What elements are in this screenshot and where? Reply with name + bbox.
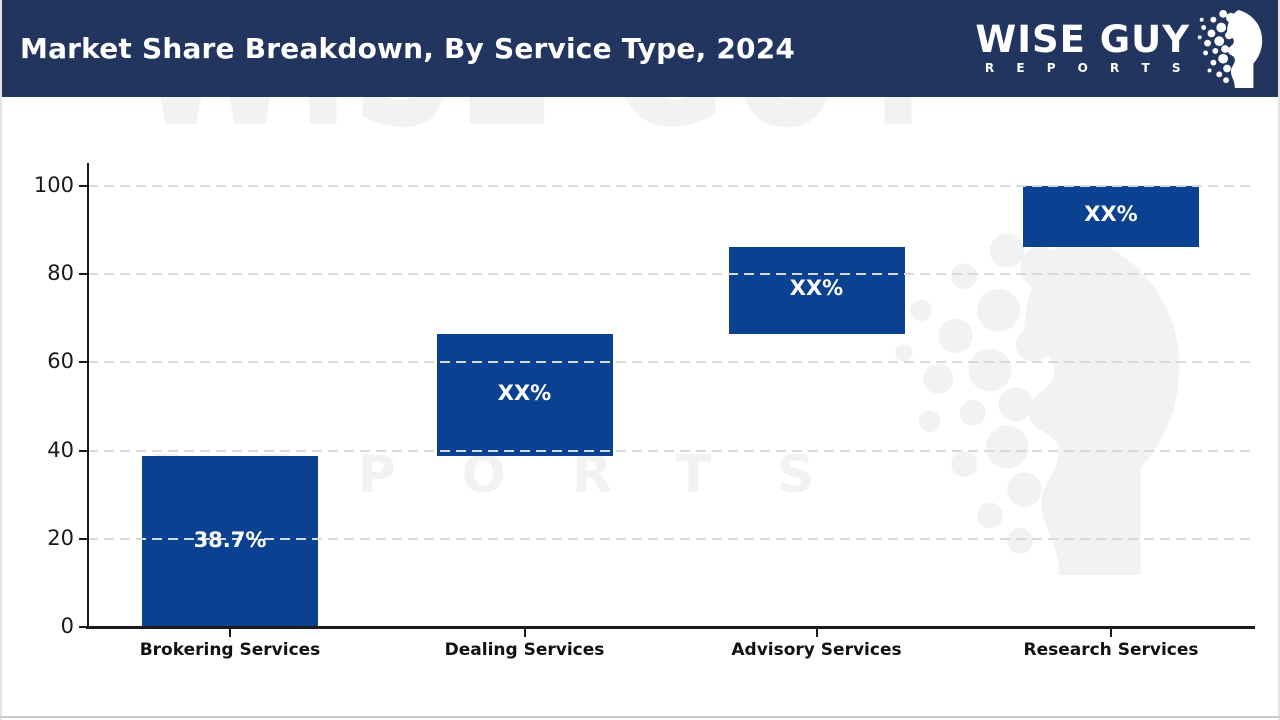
header-bar: Market Share Breakdown, By Service Type,… [0,0,1280,97]
x-axis-line [86,626,1255,629]
y-tick-label: 80 [47,261,74,286]
y-axis-line [87,163,89,628]
watermark-face-icon [895,233,1180,575]
frame-bottom-edge [0,716,1280,718]
x-axis-tick [523,629,526,637]
y-axis-tick [79,273,87,276]
x-category-label: Research Services [1023,640,1199,660]
bar-1 [142,456,318,627]
y-axis-tick [79,361,87,364]
y-axis-tick [79,626,87,628]
logo-subtext: R E P O R T S [984,60,1190,75]
wise-guy-logo: WISE GUY R E P O R T S [975,8,1266,88]
y-axis-tick [79,185,87,187]
gridline-80 [88,273,1255,276]
y-tick-label: 100 [33,173,74,197]
frame-left-edge [0,0,2,720]
y-axis-tick [79,537,87,540]
bar-3 [728,246,905,334]
logo-wordmark: WISE GUY [975,18,1190,62]
x-category-label: Brokering Services [139,640,321,660]
logo-face-icon [1197,9,1263,88]
bar-2 [436,333,613,457]
x-axis-tick [815,629,818,637]
bar-4 [1023,186,1199,247]
x-axis-tick [229,629,231,637]
gridline-60 [88,361,1255,364]
y-tick-label: 20 [47,525,74,550]
page-title: Market Share Breakdown, By Service Type,… [20,32,796,65]
gridline-40 [88,449,1255,452]
y-tick-label: 0 [60,614,74,638]
bar-value-label: XX% [1084,202,1138,227]
y-tick-label: 40 [47,437,74,462]
logo-text: WISE GUY R E P O R T S [975,18,1190,75]
bar-value-label: 38.7% [193,527,267,552]
bar-value-label: XX% [789,276,844,301]
frame-right-edge [1278,0,1280,720]
x-category-label: Advisory Services [731,640,902,660]
y-tick-label: 60 [47,349,74,374]
plot-area: 38.7% Brokering Services XX% Dealing Servic… [0,97,1280,720]
gridline-100 [88,185,1255,187]
x-axis-tick [1110,629,1112,637]
y-axis-tick [79,449,87,452]
x-category-label: Dealing Services [444,640,605,660]
bar-value-label: XX% [497,381,552,406]
gridline-20 [88,537,1255,540]
